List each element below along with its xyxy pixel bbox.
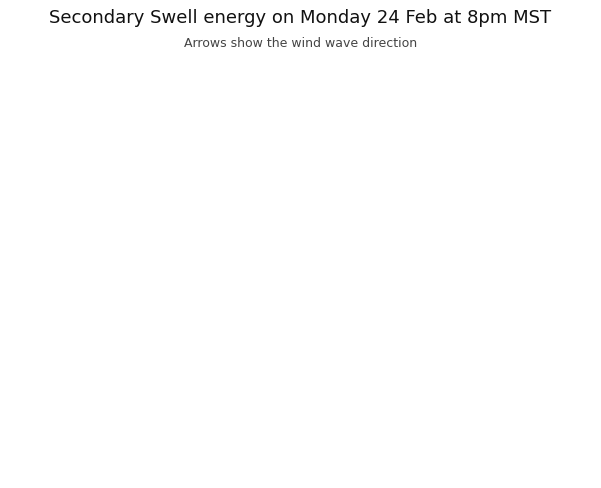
Text: Cartopy not available: Cartopy not available — [196, 263, 405, 282]
Text: Secondary Swell energy on Monday 24 Feb at 8pm MST: Secondary Swell energy on Monday 24 Feb … — [49, 9, 552, 27]
Text: Arrows show the wind wave direction: Arrows show the wind wave direction — [184, 37, 417, 50]
